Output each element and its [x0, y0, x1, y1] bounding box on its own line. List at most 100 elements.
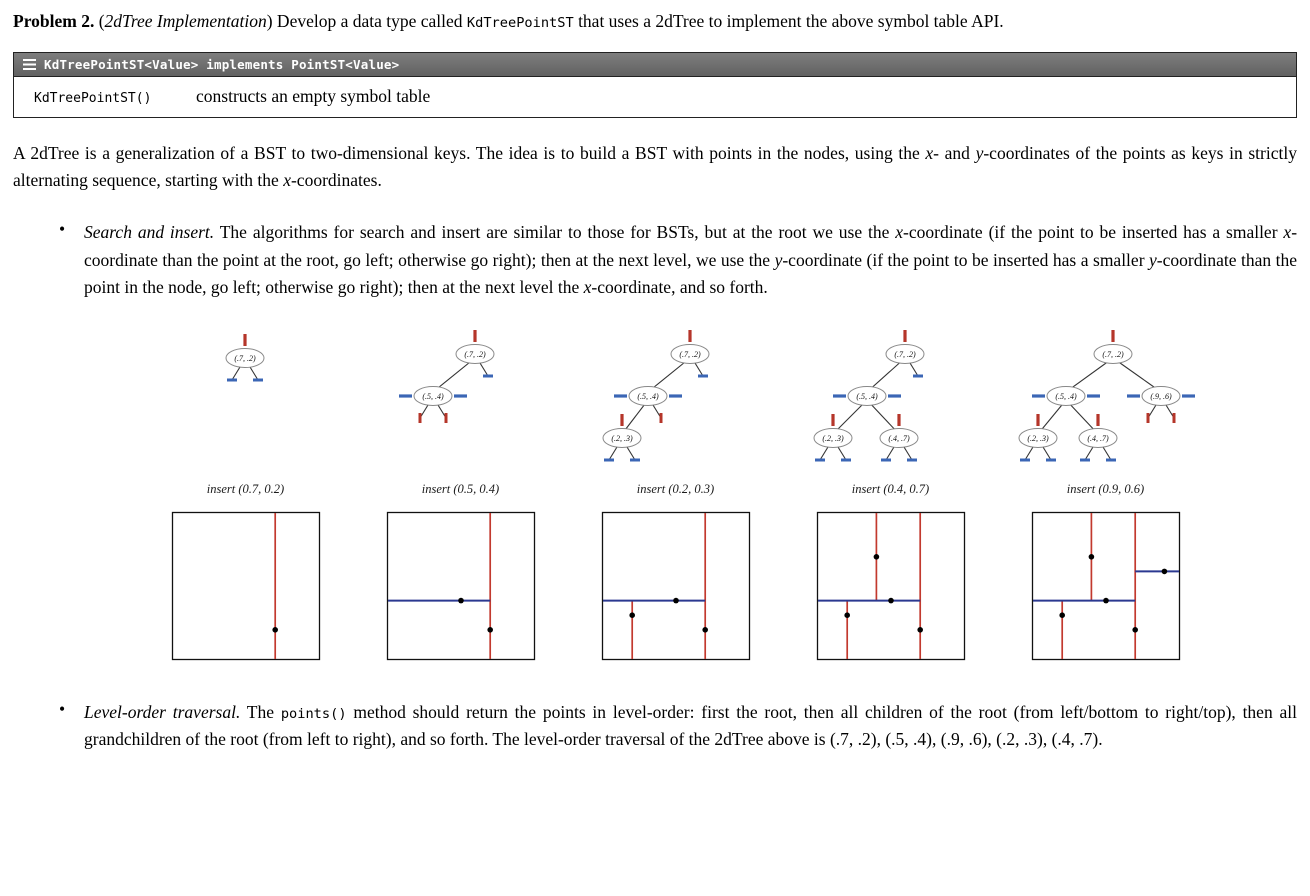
- text-segment: that uses a 2dTree to implement the abov…: [573, 11, 1004, 31]
- data-point: [1161, 568, 1167, 575]
- tree-node: [628, 385, 668, 406]
- data-point: [701, 626, 708, 633]
- text-segment: -coordinates.: [290, 170, 382, 191]
- null-link: [1084, 446, 1094, 461]
- tree-node: [413, 385, 453, 406]
- tree-edge: [647, 357, 691, 393]
- tree-node-label: (.9, .6): [1150, 392, 1172, 401]
- tree-node-label: (.7, .2): [464, 350, 486, 359]
- text-segment: y: [774, 249, 783, 270]
- data-point: [1058, 612, 1065, 618]
- api-method-signature: KdTreePointST(): [34, 90, 152, 106]
- stage-caption: insert (0.4, 0.7): [851, 481, 930, 496]
- stage-caption: insert (0.9, 0.6): [1066, 481, 1145, 496]
- api-method-description: constructs an empty symbol table: [196, 85, 431, 106]
- null-link: [249, 366, 259, 381]
- data-point: [271, 626, 278, 633]
- tree-node-label: (.5, .4): [856, 392, 878, 401]
- null-link: [819, 446, 829, 461]
- text-segment: 2dTree Implementation: [104, 11, 267, 31]
- tree-edge: [1065, 399, 1099, 435]
- bullet-dot: •: [59, 698, 66, 719]
- text-segment: y: [975, 142, 984, 163]
- tree-node-label: (.5, .4): [637, 392, 659, 401]
- text-segment: -coordinate, and so forth.: [591, 277, 768, 298]
- tree-node-label: (.4, .7): [1087, 434, 1109, 443]
- tree-node: [225, 347, 265, 368]
- plot-border: [601, 511, 750, 660]
- stage-caption: insert (0.5, 0.4): [421, 481, 500, 496]
- null-link: [626, 446, 636, 461]
- tree-node: [670, 343, 710, 364]
- tree-node: [455, 343, 495, 364]
- bullet-level-order-text: Level-order traversal. The points() meth…: [84, 699, 1297, 754]
- tree-node-label: (.2, .3): [611, 434, 633, 443]
- tree-node: [1078, 427, 1118, 448]
- text-segment: -coordinate than the point at the root, …: [84, 221, 1298, 270]
- text-segment: Search and insert.: [84, 221, 215, 242]
- text-segment: (: [94, 11, 105, 31]
- data-point: [1088, 553, 1094, 560]
- null-link: [885, 446, 895, 461]
- plot-border: [1031, 511, 1180, 660]
- list-icon: [23, 58, 36, 70]
- tree-edge: [1065, 357, 1114, 393]
- tree-svg: (.7, .2): [225, 333, 265, 382]
- plot-svg: [601, 511, 750, 660]
- text-segment: The algorithms for search and insert are…: [214, 221, 896, 242]
- text-segment: x: [895, 221, 904, 242]
- plot-svg: [1031, 511, 1180, 660]
- figure-stage-5: (.7, .2) (.5, .4) (.9, .6) (.2, .3) (.4, .7)…: [998, 328, 1213, 661]
- tree-node-label: (.4, .7): [888, 434, 910, 443]
- tree-node-label: (.5, .4): [1055, 392, 1077, 401]
- null-link: [903, 446, 913, 461]
- text-segment: x: [283, 170, 291, 191]
- figure-stage-2: (.7, .2) (.5, .4) insert (0.5, 0.4): [353, 328, 568, 661]
- text-segment: x: [1283, 221, 1292, 242]
- tree-node: [1141, 385, 1181, 406]
- tree-svg: (.7, .2) (.5, .4) (.9, .6) (.2, .3) (.4, .7): [1018, 329, 1195, 462]
- figure-row: (.7, .2) insert (0.7, 0.2) (.7, .2) (.5, .4…: [138, 328, 1212, 661]
- bullet-dot: •: [59, 218, 66, 239]
- text-segment: - and: [933, 142, 976, 163]
- tree-svg: (.7, .2) (.5, .4) (.2, .3) (.4, .7): [813, 329, 925, 462]
- data-point: [887, 597, 894, 604]
- text-segment: method should return the points in level…: [84, 701, 1297, 750]
- null-link: [837, 446, 847, 461]
- text-segment: The: [240, 701, 281, 722]
- problem-title: Problem 2. (2dTree Implementation) Devel…: [13, 8, 1297, 36]
- tree-node-label: (.2, .3): [1027, 434, 1049, 443]
- text-segment: -coordinate than the point in the node, …: [84, 249, 1297, 298]
- tree-edge: [1112, 357, 1162, 393]
- intro-paragraph: A 2dTree is a generalization of a BST to…: [13, 140, 1297, 195]
- text-segment: points(): [280, 705, 347, 722]
- data-point: [873, 553, 879, 560]
- tree-node: [879, 427, 919, 448]
- text-segment: Problem 2.: [13, 11, 95, 31]
- null-link: [909, 362, 919, 377]
- figure-stage-4: (.7, .2) (.5, .4) (.2, .3) (.4, .7) insert (…: [783, 328, 998, 661]
- api-table-header: KdTreePointST<Value> implements PointST<…: [14, 52, 1296, 77]
- data-point: [672, 597, 679, 604]
- null-link: [1042, 446, 1052, 461]
- data-point: [843, 612, 850, 618]
- plot-svg: [386, 511, 535, 660]
- null-link: [608, 446, 618, 461]
- tree-node-label: (.2, .3): [822, 434, 844, 443]
- data-point: [486, 626, 493, 633]
- bullet-level-order: • Level-order traversal. The points() me…: [59, 699, 1297, 754]
- data-point: [1131, 626, 1138, 633]
- stage-caption: insert (0.2, 0.3): [636, 481, 715, 496]
- text-segment: Level-order traversal.: [84, 701, 241, 722]
- bullet-search-insert-text: Search and insert. The algorithms for se…: [84, 219, 1297, 302]
- tree-edge: [832, 399, 868, 435]
- data-point: [628, 612, 635, 618]
- data-point: [916, 626, 923, 633]
- plot-svg: [816, 511, 965, 660]
- text-segment: KdTreePointST: [466, 15, 574, 31]
- tree-edge: [866, 357, 906, 393]
- null-link: [231, 366, 241, 381]
- tree-edge: [432, 357, 476, 393]
- text-segment: x: [925, 142, 934, 163]
- null-link: [1024, 446, 1034, 461]
